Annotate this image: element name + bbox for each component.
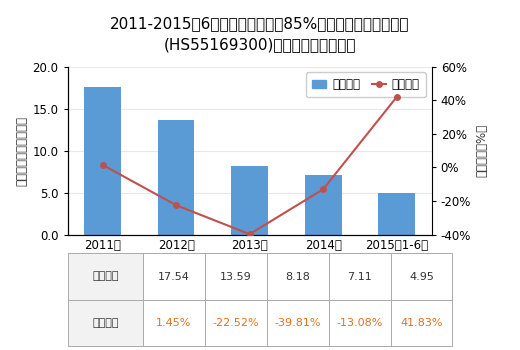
Text: 8.18: 8.18 [285,272,310,281]
Bar [329,253,391,300]
Text: 13.59: 13.59 [220,272,252,281]
Bar [329,300,391,346]
Bar [158,120,194,234]
Bar [205,300,267,346]
Text: (HS55169300)出口总额及增速统计: (HS55169300)出口总额及增速统计 [164,37,356,52]
Text: 4.95: 4.95 [409,272,434,281]
Text: 41.83%: 41.83% [400,318,443,328]
Text: 出口金额: 出口金额 [92,272,119,281]
Text: -22.52%: -22.52% [213,318,259,328]
Bar [68,253,143,300]
Bar [68,300,143,346]
Bar [267,253,329,300]
Bar [305,175,342,235]
Bar [378,193,415,235]
Y-axis label: 出口金额（百万美元）: 出口金额（百万美元） [16,116,29,186]
Text: -39.81%: -39.81% [275,318,321,328]
Bar [267,300,329,346]
Text: 17.54: 17.54 [158,272,190,281]
Y-axis label: 同比增速（%）: 同比增速（%） [475,124,488,177]
Bar [231,166,268,235]
Bar [143,253,205,300]
Text: 1.45%: 1.45% [156,318,192,328]
Legend: 出口金额, 同比增长: 出口金额, 同比增长 [306,72,426,97]
Text: 同比增长: 同比增长 [92,318,119,328]
Bar [205,253,267,300]
Text: 7.11: 7.11 [347,272,372,281]
Bar [391,253,452,300]
Text: 2011-2015年6月人造纤维短纤＜85%与其他纤维混纺色织布: 2011-2015年6月人造纤维短纤＜85%与其他纤维混纺色织布 [110,16,410,31]
Bar [143,300,205,346]
Text: -13.08%: -13.08% [336,318,383,328]
Bar [391,300,452,346]
Bar [84,87,121,235]
